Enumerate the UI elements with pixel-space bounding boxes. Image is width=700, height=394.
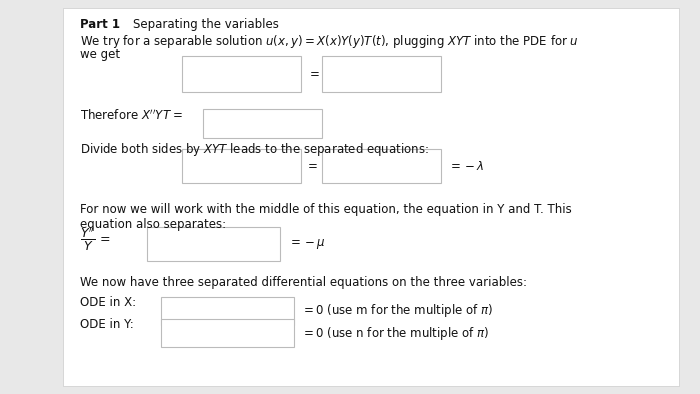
Text: =: = <box>308 160 318 173</box>
FancyBboxPatch shape <box>203 109 322 138</box>
FancyBboxPatch shape <box>147 227 280 260</box>
Text: $= -\lambda$: $= -\lambda$ <box>448 160 484 173</box>
Text: We try for a separable solution $u(x, y) = X(x)Y(y)T(t)$, plugging $XYT$ into th: We try for a separable solution $u(x, y)… <box>80 33 580 50</box>
FancyBboxPatch shape <box>322 149 441 183</box>
Text: we get: we get <box>80 48 120 61</box>
Text: equation also separates:: equation also separates: <box>80 217 227 230</box>
Text: Therefore $X''YT$ =: Therefore $X''YT$ = <box>80 108 184 123</box>
Text: ODE in Y:: ODE in Y: <box>80 318 134 331</box>
Text: $\dfrac{Y''}{Y}$ =: $\dfrac{Y''}{Y}$ = <box>80 225 111 253</box>
FancyBboxPatch shape <box>322 56 441 92</box>
Text: $= 0$ (use m for the multiple of $\pi$): $= 0$ (use m for the multiple of $\pi$) <box>301 302 494 319</box>
Text: For now we will work with the middle of this equation, the equation in Y and T. : For now we will work with the middle of … <box>80 203 573 216</box>
Text: ODE in X:: ODE in X: <box>80 296 136 309</box>
FancyBboxPatch shape <box>182 149 301 183</box>
Text: $= 0$ (use n for the multiple of $\pi$): $= 0$ (use n for the multiple of $\pi$) <box>301 325 489 342</box>
FancyBboxPatch shape <box>161 320 294 347</box>
Text: =: = <box>309 68 319 81</box>
Text: Separating the variables: Separating the variables <box>133 18 279 31</box>
Text: $= -\mu$: $= -\mu$ <box>288 237 326 251</box>
FancyBboxPatch shape <box>182 56 301 92</box>
Text: Divide both sides by $XYT$ leads to the separated equations:: Divide both sides by $XYT$ leads to the … <box>80 141 429 158</box>
Text: Part 1: Part 1 <box>80 18 120 31</box>
FancyBboxPatch shape <box>63 8 679 386</box>
FancyBboxPatch shape <box>161 297 294 325</box>
Text: We now have three separated differential equations on the three variables:: We now have three separated differential… <box>80 276 528 289</box>
